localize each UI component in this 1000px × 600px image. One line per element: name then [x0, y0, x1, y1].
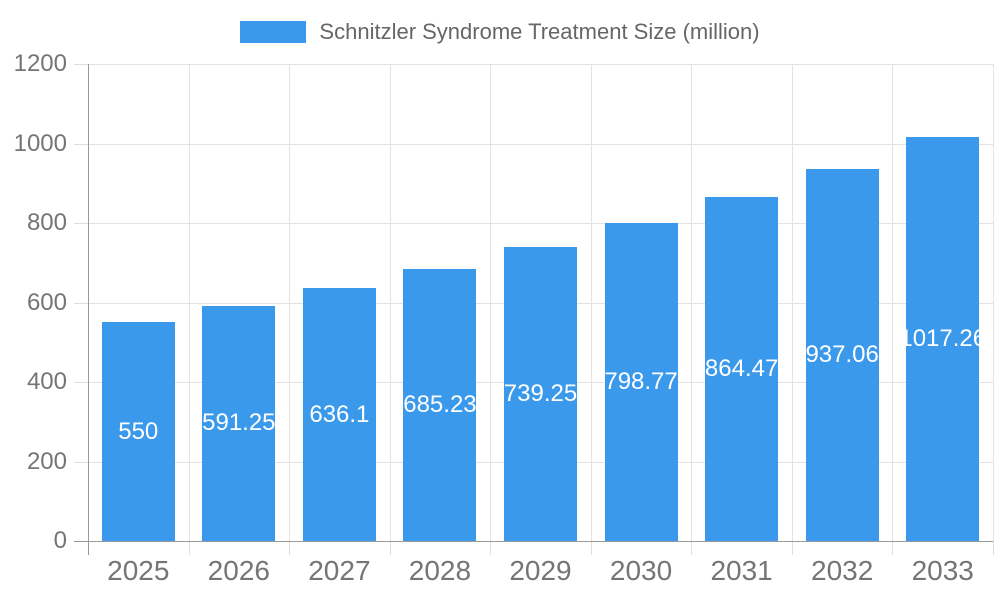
gridline-vertical	[590, 64, 592, 541]
gridline-vertical	[490, 64, 492, 541]
gridline-vertical	[691, 64, 693, 541]
bar[interactable]: 636.1	[302, 288, 376, 541]
bar[interactable]: 550	[101, 322, 175, 541]
x-axis-tick-label: 2030	[609, 555, 673, 586]
legend-label: Schnitzler Syndrome Treatment Size (mill…	[319, 19, 760, 44]
x-axis-line	[74, 541, 993, 542]
y-axis-tick-label: 600	[26, 288, 67, 316]
bar[interactable]: 798.77	[604, 223, 678, 541]
x-axis-tick	[791, 541, 793, 555]
y-axis-tick-label: 800	[26, 209, 67, 236]
y-axis-tick	[74, 382, 88, 383]
gridline-vertical	[791, 64, 793, 541]
y-axis-tick	[74, 143, 88, 145]
y-axis-tick	[74, 461, 88, 463]
bar[interactable]: 685.23	[403, 268, 477, 541]
x-axis-tick-label: 2033	[911, 555, 974, 586]
bar-value-label: 591.25	[202, 409, 276, 437]
y-axis-line	[88, 64, 89, 555]
y-axis-tick-label: 1200	[13, 50, 67, 77]
bar[interactable]: 591.25	[202, 305, 276, 541]
x-axis-tick	[490, 541, 492, 555]
bar-value-label: 937.06	[805, 340, 879, 368]
gridline-vertical	[892, 64, 894, 541]
x-axis-tick	[590, 541, 592, 555]
x-axis-tick	[289, 541, 291, 555]
bar[interactable]: 1017.26	[906, 136, 980, 541]
bar-value-label: 1017.26	[906, 324, 979, 352]
gridline-vertical	[289, 64, 291, 541]
x-axis-tick-label: 2028	[408, 555, 472, 586]
bar[interactable]: 739.25	[504, 247, 577, 541]
x-axis-tick	[188, 541, 190, 555]
x-axis-tick-label: 2025	[107, 555, 170, 586]
y-axis-tick	[74, 302, 88, 304]
y-axis-tick-label: 1000	[13, 129, 67, 157]
gridline-horizontal	[88, 143, 993, 145]
bar-value-label: 739.25	[504, 380, 577, 408]
gridline-vertical	[389, 64, 391, 541]
x-axis-tick-label: 2032	[811, 555, 874, 586]
gridline-horizontal	[88, 64, 993, 65]
bar-value-label: 798.77	[604, 368, 678, 396]
y-axis-tick	[74, 64, 88, 65]
bar-value-label: 864.47	[705, 355, 779, 383]
legend[interactable]: Schnitzler Syndrome Treatment Size (mill…	[0, 16, 1000, 48]
y-axis-tick	[74, 223, 88, 224]
bar[interactable]: 937.06	[805, 168, 879, 541]
gridline-vertical	[188, 64, 190, 541]
x-axis-tick	[389, 541, 391, 555]
gridline-horizontal	[88, 223, 993, 224]
bar-value-label: 550	[118, 417, 159, 445]
x-axis-tick	[892, 541, 894, 555]
x-axis-tick-label: 2026	[207, 555, 270, 586]
x-axis-tick-label: 2027	[308, 555, 371, 586]
bar-value-label: 636.1	[309, 400, 370, 428]
bar[interactable]: 864.47	[705, 197, 779, 541]
y-axis-tick-label: 400	[26, 368, 67, 395]
y-axis-tick-label: 0	[53, 527, 67, 554]
x-axis-tick-label: 2031	[710, 555, 773, 586]
x-axis-tick-label: 2029	[509, 555, 572, 586]
legend-swatch-icon	[240, 21, 307, 43]
bar-value-label: 685.23	[403, 390, 477, 418]
x-axis-tick	[691, 541, 693, 555]
y-axis-tick-label: 200	[26, 447, 67, 475]
gridline-vertical	[993, 64, 994, 541]
x-axis-tick	[993, 541, 994, 555]
